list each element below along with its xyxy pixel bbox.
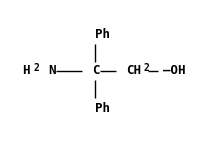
Text: CH: CH	[126, 64, 141, 78]
Text: 2: 2	[33, 63, 39, 73]
Text: —OH: —OH	[163, 64, 186, 78]
Text: Ph: Ph	[95, 27, 110, 40]
Text: N: N	[48, 64, 56, 78]
Text: Ph: Ph	[95, 102, 110, 114]
Text: H: H	[22, 64, 29, 78]
Text: C: C	[92, 64, 99, 78]
Text: 2: 2	[143, 63, 149, 73]
